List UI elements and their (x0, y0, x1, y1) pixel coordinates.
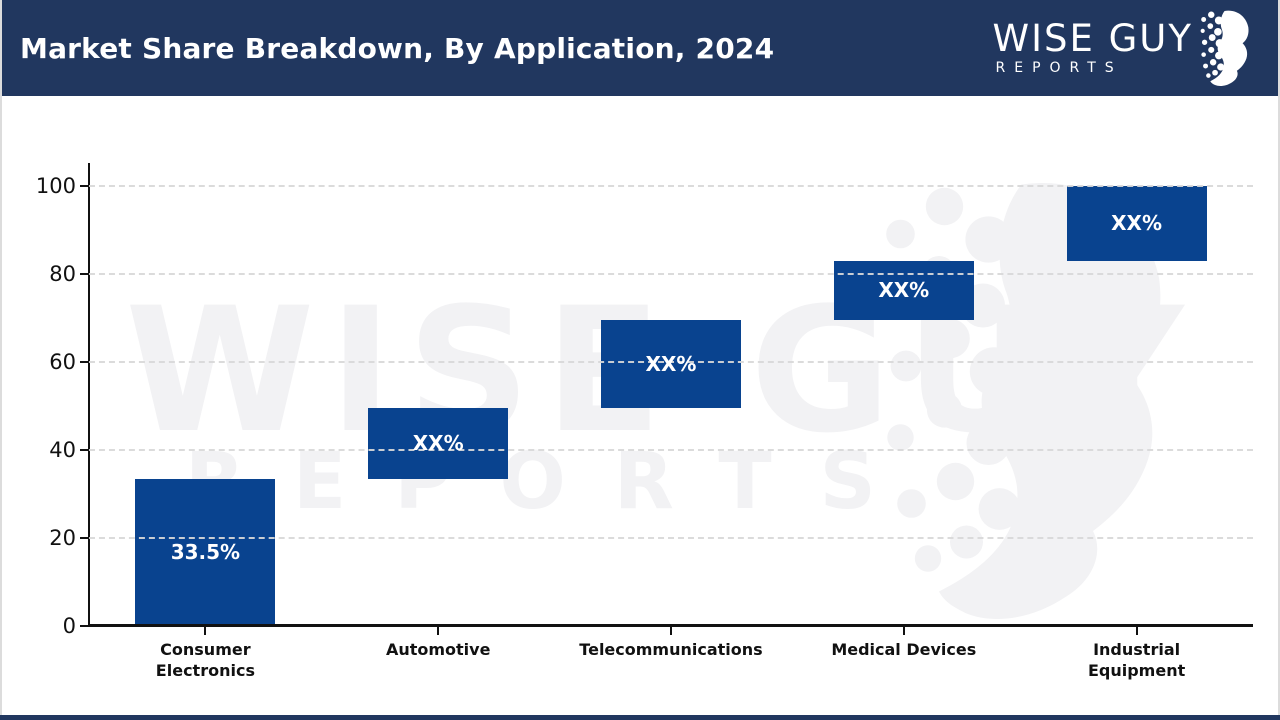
x-tick-mark (1135, 627, 1138, 635)
footer-accent-bar (0, 715, 1280, 720)
y-tick-label-0: 0 (62, 614, 76, 638)
header: Market Share Breakdown, By Application, … (0, 0, 1280, 96)
x-tick-label-line: Telecommunications (579, 640, 763, 659)
x-tick-mark (902, 627, 905, 635)
x-tick-mark (670, 627, 672, 635)
bar-value-label: 33.5% (170, 540, 241, 565)
watermark-text-2: REPORTS (185, 437, 924, 527)
x-tick-label-line: Electronics (155, 660, 255, 680)
gridline-y-40 (89, 449, 1253, 451)
gridline-y-80 (89, 273, 1253, 275)
x-tick-label-medical-devices: Medical Devices (804, 640, 1004, 661)
gridline-y-20 (89, 537, 1253, 539)
y-tick-label-100: 100 (35, 174, 76, 198)
y-tick-mark (80, 185, 89, 187)
bar-medical-devices (833, 260, 974, 321)
logo-brand-name: WISE GUY (992, 17, 1193, 60)
gridline-y-100 (89, 185, 1253, 187)
bar-value-label: XX% (412, 431, 464, 456)
x-tick-mark (437, 627, 440, 635)
logo-brand-sub: REPORTS (995, 60, 1123, 76)
bar-industrial-equipment (1066, 186, 1207, 261)
bar-value-label: XX% (1111, 211, 1163, 236)
y-tick-label-20: 20 (49, 526, 76, 550)
bar-value-label: XX% (645, 352, 697, 377)
page-title: Market Share Breakdown, By Application, … (20, 31, 775, 65)
x-tick-label-line: Equipment (1087, 660, 1186, 680)
y-tick-mark (80, 361, 89, 363)
y-axis-line (88, 163, 90, 626)
y-tick-mark (80, 273, 89, 275)
x-tick-label-line: Medical Devices (831, 640, 977, 659)
x-tick-label-line: Industrial (1093, 640, 1181, 659)
y-tick-mark (80, 537, 89, 539)
x-axis-line (88, 624, 1253, 627)
y-tick-label-80: 80 (49, 262, 76, 286)
wise-guy-logo: WISE GUY REPORTS (993, 8, 1254, 88)
x-tick-label-automotive: Automotive (338, 640, 538, 661)
logo-face-icon (1200, 10, 1249, 86)
bar-value-label: XX% (878, 278, 930, 303)
x-tick-label-industrial-equipment: Industrial Equipment (1037, 640, 1237, 682)
bar-telecommunications (601, 320, 741, 409)
bar-consumer-electronics (135, 478, 276, 626)
x-tick-label-telecommunications: Telecommunications (571, 640, 771, 661)
y-tick-mark (80, 625, 89, 627)
y-tick-mark (80, 449, 89, 451)
logo-text: WISE GUY REPORTS (993, 20, 1193, 76)
x-tick-mark (204, 627, 207, 635)
bar-automotive (368, 408, 509, 479)
x-tick-label-consumer-electronics: Consumer Electronics (105, 640, 305, 682)
gridline-y-60 (89, 361, 1253, 363)
x-tick-label-line: Consumer (160, 640, 251, 659)
y-tick-label-40: 40 (49, 438, 76, 462)
y-tick-label-60: 60 (49, 350, 76, 374)
x-tick-label-line: Automotive (385, 640, 491, 659)
